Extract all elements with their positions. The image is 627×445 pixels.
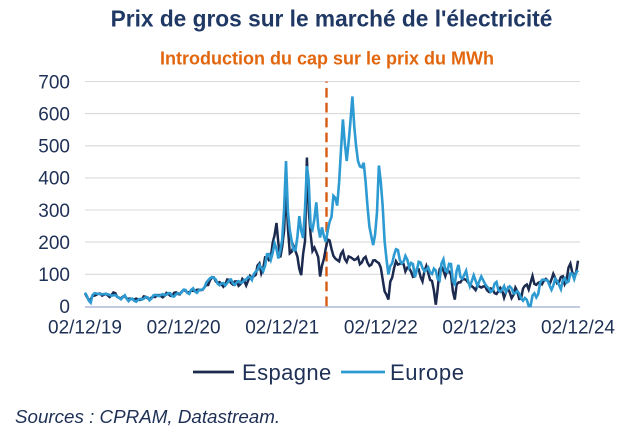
svg-text:Europe: Europe (390, 360, 465, 385)
svg-text:Espagne: Espagne (242, 360, 332, 385)
svg-text:600: 600 (38, 104, 70, 125)
svg-text:Sources : CPRAM, Datastream.: Sources : CPRAM, Datastream. (15, 406, 280, 427)
svg-text:02/12/22: 02/12/22 (344, 318, 418, 339)
svg-text:02/12/24: 02/12/24 (541, 318, 615, 339)
svg-text:02/12/20: 02/12/20 (147, 318, 221, 339)
svg-text:400: 400 (38, 169, 70, 190)
svg-text:Prix de gros sur le marché de: Prix de gros sur le marché de l'électric… (111, 6, 553, 32)
svg-text:0: 0 (59, 297, 70, 318)
svg-text:200: 200 (38, 233, 70, 254)
svg-text:Introduction du cap sur le pri: Introduction du cap sur le prix du MWh (160, 49, 494, 69)
svg-text:02/12/19: 02/12/19 (48, 318, 122, 339)
svg-text:02/12/21: 02/12/21 (245, 318, 319, 339)
svg-text:02/12/23: 02/12/23 (442, 318, 516, 339)
svg-text:700: 700 (38, 72, 70, 93)
svg-text:100: 100 (38, 265, 70, 286)
svg-text:500: 500 (38, 137, 70, 158)
svg-text:300: 300 (38, 201, 70, 222)
